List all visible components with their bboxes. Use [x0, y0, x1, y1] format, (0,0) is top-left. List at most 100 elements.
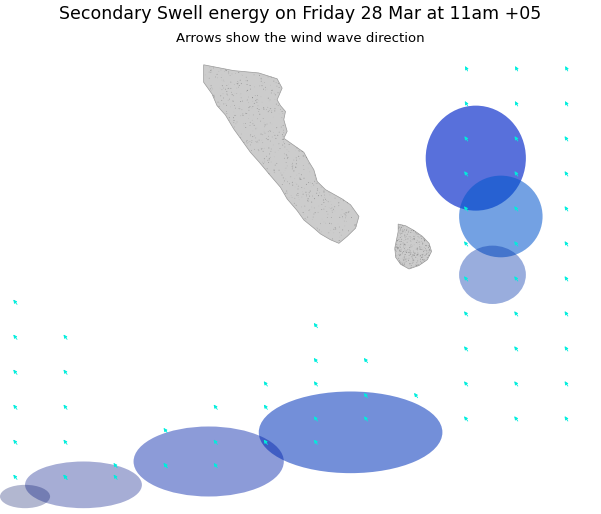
- Point: [255, 110, 264, 118]
- Point: [222, 81, 231, 89]
- Point: [295, 147, 305, 155]
- Point: [243, 141, 252, 150]
- Point: [302, 215, 311, 224]
- Point: [209, 91, 219, 99]
- Point: [231, 112, 240, 120]
- Point: [249, 118, 258, 126]
- Point: [409, 255, 418, 264]
- Point: [243, 115, 253, 123]
- Point: [395, 223, 404, 231]
- Point: [413, 232, 423, 241]
- Point: [257, 104, 266, 113]
- Point: [325, 204, 334, 212]
- Point: [410, 235, 419, 244]
- Point: [312, 179, 322, 188]
- Point: [337, 211, 346, 219]
- Point: [409, 232, 419, 241]
- Point: [284, 148, 294, 156]
- Point: [227, 90, 237, 99]
- Point: [304, 189, 314, 197]
- Point: [418, 255, 428, 264]
- Point: [234, 104, 243, 113]
- Point: [215, 98, 225, 106]
- Point: [417, 253, 427, 262]
- Point: [276, 105, 285, 114]
- Point: [305, 208, 314, 216]
- Point: [404, 251, 414, 260]
- Point: [310, 171, 320, 179]
- Point: [407, 242, 417, 250]
- Point: [229, 91, 239, 100]
- Point: [319, 218, 329, 226]
- Point: [414, 230, 424, 238]
- Point: [281, 151, 291, 159]
- Point: [260, 158, 269, 166]
- Point: [417, 259, 427, 267]
- Point: [328, 209, 337, 217]
- Point: [311, 175, 320, 183]
- Point: [418, 240, 427, 248]
- Point: [249, 99, 259, 107]
- Point: [409, 258, 418, 266]
- Point: [317, 206, 326, 214]
- Point: [325, 191, 335, 199]
- Point: [230, 80, 239, 88]
- Point: [279, 129, 288, 137]
- Point: [223, 91, 233, 100]
- Point: [397, 227, 406, 235]
- Point: [418, 239, 427, 247]
- Point: [270, 79, 279, 87]
- Point: [234, 81, 244, 89]
- Point: [251, 137, 260, 145]
- Point: [401, 243, 410, 251]
- Point: [394, 231, 403, 240]
- Point: [302, 192, 311, 200]
- Point: [310, 177, 320, 186]
- Point: [237, 105, 246, 114]
- Point: [316, 229, 325, 237]
- Point: [424, 251, 434, 260]
- Point: [291, 154, 301, 162]
- Point: [395, 256, 404, 265]
- Point: [263, 94, 273, 102]
- Point: [245, 121, 255, 130]
- Point: [270, 105, 279, 113]
- Point: [260, 79, 269, 87]
- Point: [244, 106, 254, 115]
- Point: [400, 244, 409, 252]
- Point: [237, 71, 247, 79]
- Point: [250, 145, 260, 154]
- Point: [288, 161, 297, 169]
- Point: [276, 123, 286, 131]
- Point: [417, 237, 427, 246]
- Point: [405, 260, 415, 268]
- Point: [213, 98, 223, 106]
- Point: [261, 135, 271, 143]
- Point: [314, 226, 324, 234]
- Point: [391, 246, 400, 254]
- Point: [407, 262, 416, 270]
- Point: [400, 258, 410, 266]
- Point: [411, 261, 421, 269]
- Point: [414, 252, 424, 260]
- Point: [401, 235, 410, 244]
- Point: [420, 257, 430, 265]
- Point: [321, 195, 331, 204]
- Point: [250, 83, 260, 91]
- Point: [261, 164, 271, 173]
- Point: [395, 247, 404, 255]
- Point: [410, 244, 419, 252]
- Point: [392, 243, 402, 251]
- Point: [258, 85, 268, 93]
- Point: [243, 86, 252, 95]
- Point: [289, 156, 299, 164]
- Point: [267, 106, 276, 115]
- Point: [405, 244, 415, 252]
- Point: [265, 126, 275, 135]
- Point: [273, 101, 283, 109]
- Point: [258, 159, 268, 168]
- Point: [282, 164, 291, 172]
- Point: [295, 175, 305, 183]
- Point: [412, 244, 422, 252]
- Point: [409, 248, 418, 256]
